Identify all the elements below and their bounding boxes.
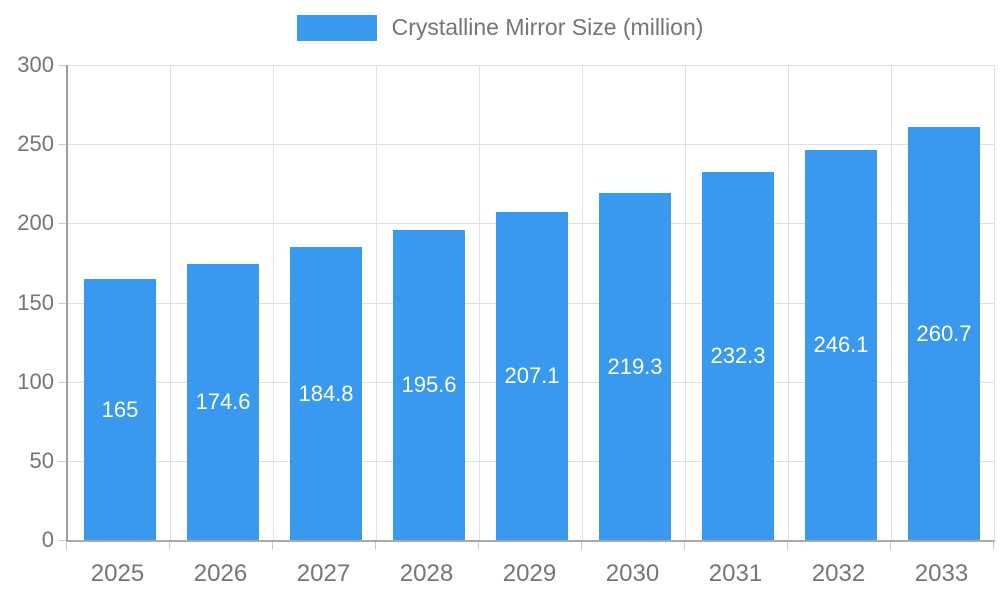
y-tick-mark bbox=[58, 540, 66, 541]
bar-value-label: 174.6 bbox=[195, 389, 251, 414]
x-tick-label: 2030 bbox=[605, 560, 660, 587]
gridline-vertical bbox=[994, 65, 995, 540]
x-tick-label: 2032 bbox=[811, 560, 866, 587]
y-tick-label: 250 bbox=[17, 131, 54, 157]
x-tick-mark bbox=[169, 542, 170, 550]
bar-2027: 184.8 bbox=[290, 247, 362, 540]
y-tick-label: 200 bbox=[17, 210, 54, 236]
bar-2026: 174.6 bbox=[187, 264, 259, 540]
gridline-vertical bbox=[170, 65, 171, 540]
y-tick-label: 150 bbox=[17, 289, 54, 315]
x-tick-mark bbox=[787, 542, 788, 550]
gridline-vertical bbox=[788, 65, 789, 540]
x-tick-label: 2026 bbox=[193, 560, 248, 587]
bar-value-label: 207.1 bbox=[504, 363, 560, 388]
x-tick-mark bbox=[478, 542, 479, 550]
x-tick-label: 2033 bbox=[914, 560, 969, 587]
gridline-vertical bbox=[891, 65, 892, 540]
bar-value-label: 260.7 bbox=[916, 320, 972, 346]
y-tick-mark bbox=[58, 144, 66, 146]
bar-value-label: 246.1 bbox=[813, 332, 869, 357]
bar-value-label: 219.3 bbox=[607, 353, 663, 379]
x-tick-mark bbox=[890, 542, 891, 550]
y-tick-label: 50 bbox=[29, 447, 54, 473]
bar-2033: 260.7 bbox=[908, 127, 980, 540]
gridline-vertical bbox=[582, 65, 583, 540]
gridline-horizontal bbox=[68, 144, 995, 146]
x-tick-label: 2031 bbox=[708, 560, 763, 587]
y-tick-mark bbox=[58, 65, 66, 66]
y-tick-label: 0 bbox=[41, 527, 54, 552]
bar-2025: 165 bbox=[84, 279, 156, 540]
x-tick-mark bbox=[684, 542, 685, 550]
plot-area: 165 174.6 184.8 195.6 207.1 219.3 232.3 246.1 26… bbox=[66, 65, 995, 542]
bar-value-label: 165 bbox=[101, 396, 139, 422]
gridline-horizontal bbox=[68, 65, 995, 66]
gridline-vertical bbox=[273, 65, 274, 540]
bar-2028: 195.6 bbox=[393, 230, 465, 540]
x-tick-label: 2027 bbox=[296, 560, 351, 587]
gridline-vertical bbox=[376, 65, 377, 540]
y-tick-label: 100 bbox=[17, 368, 54, 394]
bar-value-label: 232.3 bbox=[710, 343, 766, 368]
y-tick-mark bbox=[58, 381, 66, 383]
gridline-vertical bbox=[479, 65, 480, 540]
x-tick-mark bbox=[581, 542, 582, 550]
x-tick-mark bbox=[66, 542, 67, 550]
bar-value-label: 195.6 bbox=[401, 372, 457, 397]
x-tick-label: 2025 bbox=[90, 560, 145, 587]
x-tick-mark bbox=[375, 542, 376, 550]
gridline-vertical bbox=[685, 65, 686, 540]
x-tick-mark bbox=[993, 542, 994, 550]
x-tick-label: 2029 bbox=[502, 560, 557, 587]
y-tick-mark bbox=[58, 223, 66, 225]
y-tick-mark bbox=[58, 460, 66, 462]
bar-2029: 207.1 bbox=[496, 212, 568, 540]
legend-swatch bbox=[296, 14, 377, 41]
x-tick-label: 2028 bbox=[399, 560, 454, 587]
bar-2030: 219.3 bbox=[599, 193, 671, 540]
bar-2032: 246.1 bbox=[805, 150, 877, 540]
y-tick-mark bbox=[58, 302, 66, 304]
y-tick-label: 300 bbox=[17, 52, 54, 77]
legend: Crystalline Mirror Size (million) bbox=[0, 14, 1000, 41]
bar-value-label: 184.8 bbox=[298, 380, 354, 406]
legend-label: Crystalline Mirror Size (million) bbox=[391, 14, 704, 40]
x-tick-mark bbox=[272, 542, 273, 550]
bar-2031: 232.3 bbox=[702, 172, 774, 540]
